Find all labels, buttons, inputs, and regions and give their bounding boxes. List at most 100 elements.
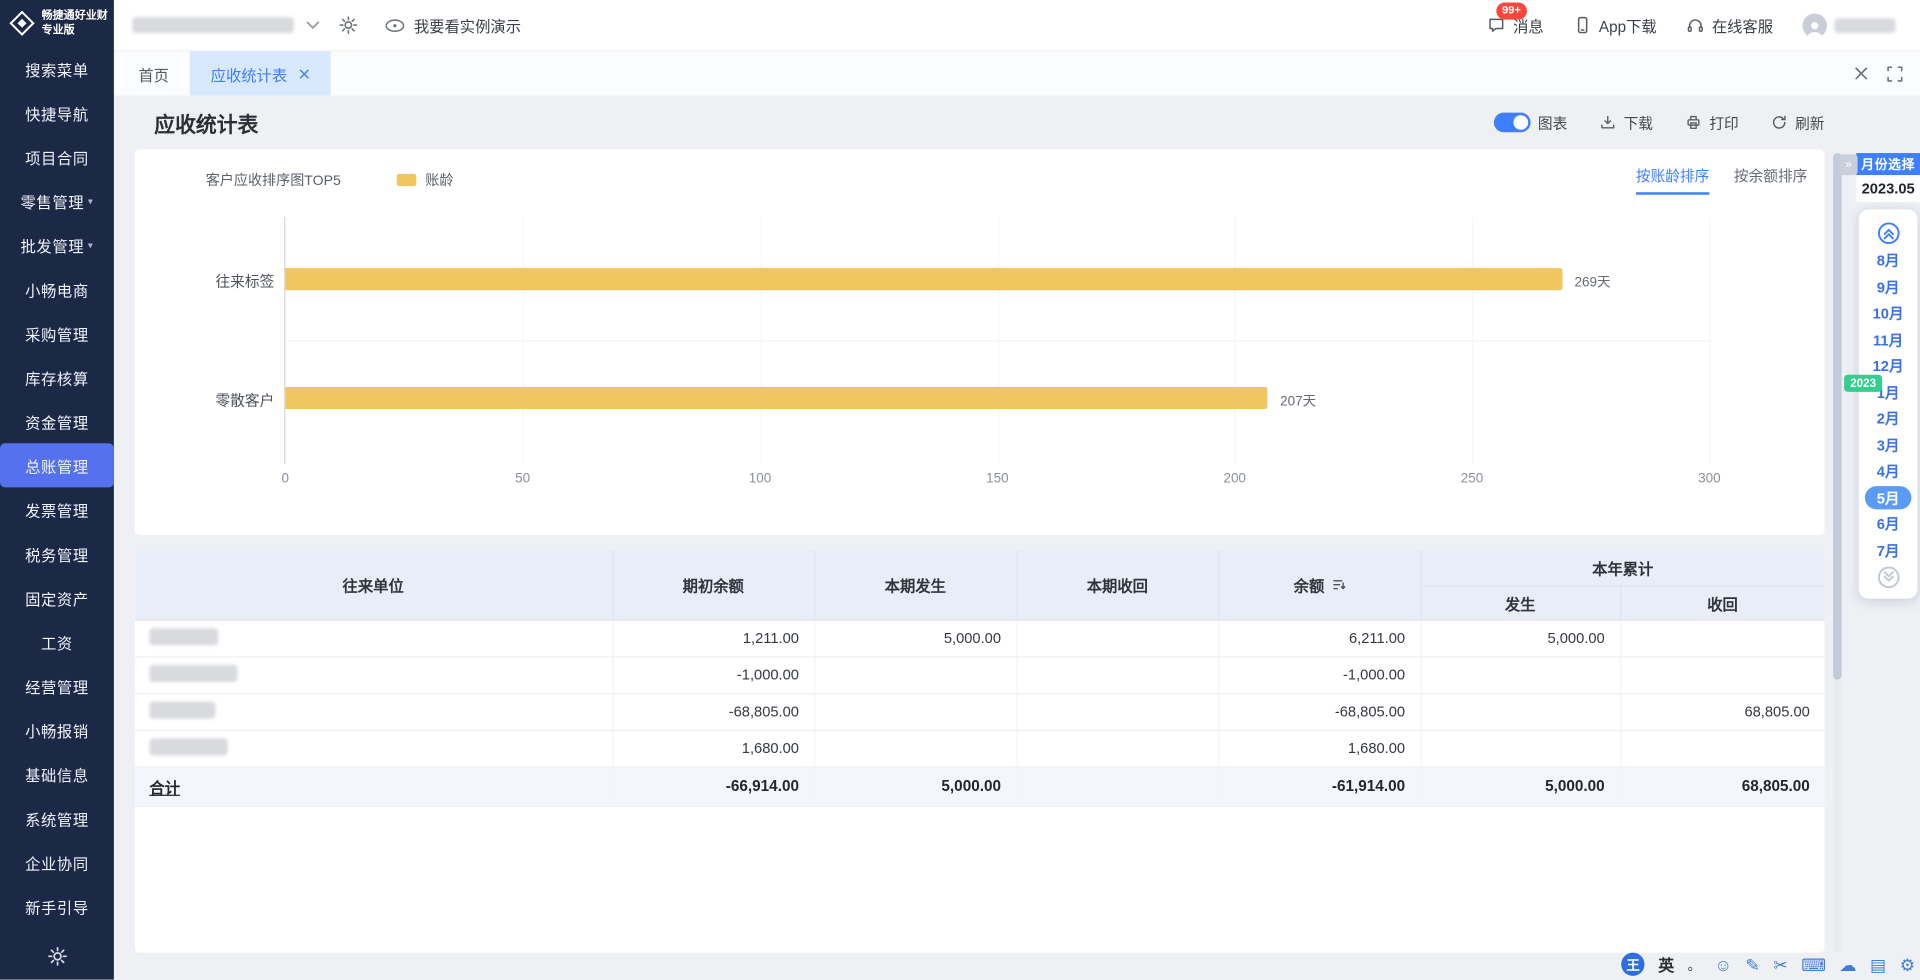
sidebar-item-inventory[interactable]: 库存核算 bbox=[25, 370, 89, 389]
scroll-up-icon[interactable] bbox=[1877, 222, 1900, 245]
fullscreen-icon[interactable] bbox=[1887, 65, 1903, 82]
company-selector[interactable] bbox=[132, 17, 320, 34]
sidebar-item-base-info[interactable]: 基础信息 bbox=[25, 767, 89, 785]
page-title: 应收统计表 bbox=[154, 113, 259, 137]
ime-scissors-icon[interactable]: ✂ bbox=[1773, 954, 1788, 975]
scrollbar-thumb[interactable] bbox=[1833, 153, 1842, 680]
sidebar-item-expense[interactable]: 小畅报销 bbox=[25, 723, 89, 741]
message-count-badge: 99+ bbox=[1495, 2, 1527, 20]
online-service-button[interactable]: 在线客服 bbox=[1686, 13, 1773, 36]
bar-category-label: 往来标签 bbox=[215, 273, 275, 291]
sidebar-item-purchasing[interactable]: 采购管理 bbox=[25, 326, 89, 344]
sort-icon[interactable] bbox=[1332, 578, 1345, 591]
sidebar-item-invoices[interactable]: 发票管理 bbox=[25, 503, 89, 521]
tab-home[interactable]: 首页 bbox=[138, 66, 169, 84]
sidebar: 畅捷通好业财 专业版 搜索菜单 快捷导航 项目合同 零售管理 ▾ 批发管理 ▾ 小畅… bbox=[0, 0, 114, 980]
month-item-jun[interactable]: 6月 bbox=[1876, 515, 1900, 533]
month-item-jul[interactable]: 7月 bbox=[1876, 542, 1900, 560]
refresh-button[interactable]: 刷新 bbox=[1771, 112, 1824, 133]
sidebar-item-quick-nav[interactable]: 快捷导航 bbox=[25, 106, 89, 124]
receivables-table: 往来单位 期初余额 本期发生 本期收回 余额 bbox=[134, 551, 1825, 807]
settings-gear-icon[interactable] bbox=[339, 16, 358, 34]
panel-collapse-handle[interactable]: » bbox=[1839, 154, 1858, 176]
total-link[interactable]: 合计 bbox=[149, 779, 181, 797]
month-item-apr[interactable]: 4月 bbox=[1876, 463, 1900, 481]
legend-swatch bbox=[397, 173, 417, 187]
sort-by-balance-tab[interactable]: 按余额排序 bbox=[1733, 167, 1808, 185]
legend-item-aging[interactable]: 账龄 bbox=[397, 170, 453, 190]
partner-cell bbox=[134, 619, 613, 657]
chart-card: 客户应收排序图TOP5 账龄 按账龄排序 按余额排序 0 50 100 150 bbox=[134, 149, 1825, 536]
close-all-icon[interactable] bbox=[1854, 66, 1869, 81]
ime-cloud-icon[interactable]: ☁ bbox=[1839, 954, 1857, 975]
month-item-jan[interactable]: 1月 bbox=[1876, 384, 1900, 402]
bar-row: 往来标签 269天 bbox=[215, 268, 1709, 291]
headset-icon bbox=[1686, 16, 1704, 34]
demo-button[interactable]: 我要看实例演示 bbox=[384, 13, 521, 36]
user-menu[interactable] bbox=[1802, 12, 1896, 38]
sidebar-item-collaboration[interactable]: 企业协同 bbox=[25, 855, 89, 873]
printer-icon bbox=[1685, 114, 1702, 131]
scroll-down-icon[interactable] bbox=[1877, 566, 1900, 589]
chevron-down-icon: ▾ bbox=[87, 195, 94, 207]
ime-language-icon[interactable]: 王 bbox=[1621, 952, 1645, 976]
sidebar-item-beginner-guide[interactable]: 新手引导 bbox=[25, 899, 89, 917]
tab-close-icon[interactable] bbox=[298, 68, 309, 79]
page-controls: 图表 下载 打印 bbox=[1493, 112, 1824, 133]
chart-title: 客户应收排序图TOP5 bbox=[205, 173, 341, 189]
sidebar-item-system[interactable]: 系统管理 bbox=[25, 811, 89, 829]
month-item-mar[interactable]: 3月 bbox=[1876, 436, 1900, 454]
ime-toolbar: 王 英 。 ☺ ✎ ✂ ⌨ ☁ ▤ ⚙ bbox=[1621, 952, 1916, 976]
sidebar-item-ecommerce[interactable]: 小畅电商 bbox=[25, 282, 89, 300]
col-header-ytd-incurred: 发生 bbox=[1420, 584, 1621, 621]
ime-punctuation-label[interactable]: 。 bbox=[1687, 958, 1702, 973]
sidebar-item-project-contract[interactable]: 项目合同 bbox=[25, 150, 89, 168]
col-header-balance[interactable]: 余额 bbox=[1217, 551, 1422, 621]
phone-icon bbox=[1573, 16, 1591, 34]
topbar: 我要看实例演示 消息 99+ App下载 bbox=[113, 0, 1920, 52]
sort-by-aging-tab[interactable]: 按账龄排序 bbox=[1635, 165, 1710, 195]
redacted-partner-name bbox=[149, 737, 228, 755]
bar-category-label: 零散客户 bbox=[215, 391, 275, 409]
ime-pen-icon[interactable]: ✎ bbox=[1745, 954, 1760, 975]
download-icon bbox=[1599, 114, 1616, 131]
ime-settings-icon[interactable]: ⚙ bbox=[1899, 954, 1916, 975]
toggle-switch[interactable] bbox=[1493, 112, 1531, 133]
sidebar-item-retail[interactable]: 零售管理 ▾ bbox=[20, 194, 94, 212]
month-item-oct[interactable]: 10月 bbox=[1872, 305, 1904, 323]
month-item-dec[interactable]: 12月 bbox=[1872, 357, 1904, 376]
sidebar-item-wholesale[interactable]: 批发管理 ▾ bbox=[20, 238, 94, 256]
sidebar-settings-gear-icon[interactable] bbox=[0, 933, 114, 980]
ime-emoji-icon[interactable]: ☺ bbox=[1714, 954, 1733, 975]
sidebar-item-fixed-assets[interactable]: 固定资产 bbox=[25, 591, 89, 609]
chat-bubble-icon bbox=[1486, 16, 1506, 34]
bar-value-label: 269天 bbox=[1574, 275, 1611, 291]
ime-keyboard-icon[interactable]: ⌨ bbox=[1801, 954, 1826, 975]
sidebar-item-operations[interactable]: 经营管理 bbox=[25, 679, 89, 697]
year-badge: 2023 bbox=[1844, 374, 1883, 393]
vertical-scrollbar[interactable] bbox=[1833, 153, 1842, 953]
ime-toolbox-icon[interactable]: ▤ bbox=[1870, 954, 1887, 975]
month-item-may[interactable]: 5月 bbox=[1859, 484, 1918, 510]
month-item-aug[interactable]: 8月 bbox=[1876, 252, 1900, 270]
table-row: 1,211.00 5,000.00 6,211.00 5,000.00 bbox=[134, 619, 1825, 657]
print-button[interactable]: 打印 bbox=[1685, 112, 1739, 133]
chart-toggle[interactable]: 图表 bbox=[1493, 112, 1567, 133]
sidebar-item-search-menu[interactable]: 搜索菜单 bbox=[25, 62, 89, 80]
sidebar-item-payroll[interactable]: 工资 bbox=[41, 635, 73, 653]
tab-receivables-report[interactable]: 应收统计表 bbox=[189, 51, 331, 96]
bar-value-label: 207天 bbox=[1280, 394, 1317, 409]
messages-button[interactable]: 消息 99+ bbox=[1486, 2, 1544, 36]
chevron-down-icon bbox=[306, 21, 320, 30]
app-download-button[interactable]: App下载 bbox=[1573, 13, 1657, 36]
sidebar-item-funds[interactable]: 资金管理 bbox=[25, 414, 89, 433]
month-item-nov[interactable]: 11月 bbox=[1873, 331, 1904, 349]
download-button[interactable]: 下载 bbox=[1599, 112, 1653, 133]
ime-mode-label[interactable]: 英 bbox=[1658, 956, 1675, 975]
month-item-feb[interactable]: 2月 bbox=[1876, 410, 1900, 428]
sidebar-item-tax[interactable]: 税务管理 bbox=[25, 547, 89, 565]
month-item-sep[interactable]: 9月 bbox=[1876, 278, 1900, 297]
sidebar-item-general-ledger[interactable]: 总账管理 bbox=[0, 443, 114, 488]
col-header-opening-balance: 期初余额 bbox=[611, 551, 815, 621]
